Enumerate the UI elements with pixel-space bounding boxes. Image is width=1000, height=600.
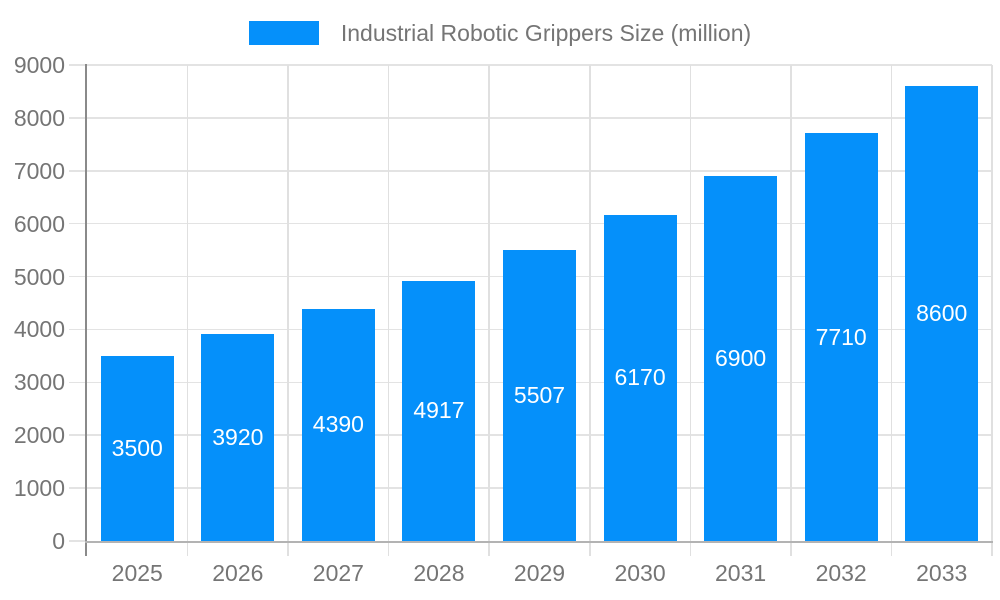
bar-value-label: 5507 bbox=[513, 381, 566, 408]
y-axis-tick bbox=[69, 64, 87, 66]
y-axis-tick-label: 7000 bbox=[13, 157, 65, 184]
grid-line-horizontal bbox=[87, 222, 992, 225]
y-axis-tick bbox=[69, 487, 87, 489]
bar-2028[interactable]: 4917 bbox=[402, 280, 476, 541]
x-axis-line bbox=[85, 541, 993, 543]
bar-2025[interactable]: 3500 bbox=[100, 355, 174, 541]
x-axis-tick-label: 2027 bbox=[312, 560, 364, 586]
grid-line-vertical bbox=[387, 65, 390, 556]
y-axis-tick bbox=[69, 540, 87, 542]
x-axis-tick-label: 2025 bbox=[111, 560, 163, 586]
y-axis-tick bbox=[69, 434, 87, 436]
bar-value-label: 3920 bbox=[212, 423, 264, 450]
bar-2027[interactable]: 4390 bbox=[301, 308, 375, 541]
grid-line-vertical bbox=[790, 65, 792, 556]
grid-line-horizontal bbox=[87, 117, 992, 119]
grid-line-horizontal bbox=[87, 170, 992, 172]
bar-2033[interactable]: 8600 bbox=[905, 86, 979, 541]
y-axis-line bbox=[85, 64, 87, 556]
y-axis-tick bbox=[69, 170, 87, 172]
x-axis-tick-label: 2031 bbox=[715, 560, 767, 586]
y-axis-tick-label: 9000 bbox=[13, 52, 65, 78]
x-axis-tick-label: 2028 bbox=[413, 560, 465, 586]
bar-value-label: 8600 bbox=[916, 300, 968, 327]
y-axis-tick-label: 6000 bbox=[13, 210, 65, 237]
bar-value-label: 3500 bbox=[111, 434, 163, 461]
x-axis-tick-label: 2026 bbox=[212, 560, 264, 586]
chart-legend[interactable]: Industrial Robotic Grippers Size (millio… bbox=[0, 20, 1000, 46]
grid-line-vertical bbox=[991, 65, 993, 556]
bar-2032[interactable]: 7710 bbox=[804, 133, 878, 541]
bar-2031[interactable]: 6900 bbox=[704, 176, 778, 541]
grid-line-vertical bbox=[186, 65, 189, 556]
bar-value-label: 7710 bbox=[815, 323, 867, 350]
legend-swatch bbox=[248, 21, 319, 45]
grid-line-vertical bbox=[287, 65, 289, 556]
grid-line-vertical bbox=[488, 65, 490, 556]
x-axis-tick-label: 2029 bbox=[513, 560, 566, 586]
x-axis-tick-label: 2032 bbox=[815, 560, 867, 586]
y-axis-tick-label: 0 bbox=[52, 528, 65, 554]
bar-value-label: 6900 bbox=[715, 345, 767, 372]
y-axis-tick-label: 8000 bbox=[13, 104, 65, 131]
bar-value-label: 4917 bbox=[413, 397, 465, 424]
bar-value-label: 6170 bbox=[614, 364, 666, 391]
grid-line-vertical bbox=[689, 65, 692, 556]
bar-2026[interactable]: 3920 bbox=[201, 333, 275, 541]
legend-label: Industrial Robotic Grippers Size (millio… bbox=[340, 19, 752, 46]
grid-line-horizontal bbox=[87, 64, 992, 66]
grid-line-vertical bbox=[589, 65, 591, 556]
y-axis-tick bbox=[69, 381, 87, 384]
y-axis-tick bbox=[69, 117, 87, 119]
bar-value-label: 4390 bbox=[312, 411, 364, 438]
bar-2029[interactable]: 5507 bbox=[503, 249, 576, 541]
y-axis-tick-label: 3000 bbox=[13, 369, 65, 396]
y-axis-tick bbox=[69, 328, 87, 331]
x-axis-tick-label: 2033 bbox=[916, 560, 968, 586]
y-axis-tick-label: 1000 bbox=[13, 475, 65, 502]
y-axis-tick-label: 2000 bbox=[13, 422, 65, 449]
x-axis-tick-label: 2030 bbox=[614, 560, 666, 586]
y-axis-tick bbox=[69, 222, 87, 225]
bar-2030[interactable]: 6170 bbox=[603, 214, 677, 541]
y-axis-tick bbox=[69, 275, 87, 278]
grid-line-vertical bbox=[890, 65, 893, 556]
y-axis-tick-label: 5000 bbox=[13, 263, 65, 290]
y-axis-tick-label: 4000 bbox=[13, 316, 65, 343]
